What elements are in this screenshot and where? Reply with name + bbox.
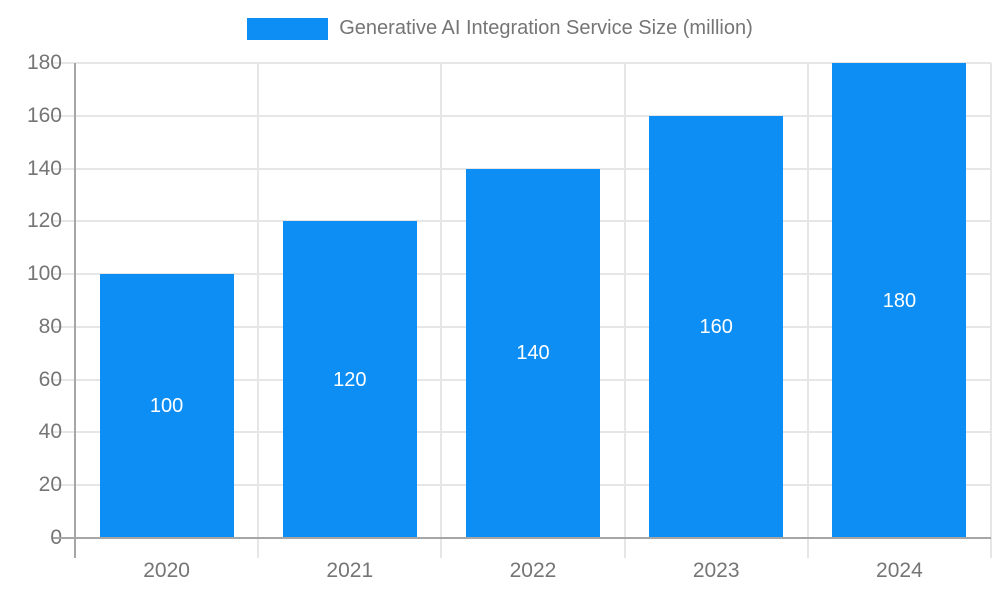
bar-2024[interactable] <box>832 63 967 538</box>
y-axis-line <box>74 63 76 558</box>
gridline-vertical <box>990 63 992 558</box>
x-tick-label: 2024 <box>876 559 923 582</box>
bar-value-label: 160 <box>699 315 733 338</box>
bar-value-label: 180 <box>882 289 917 312</box>
bar-2023[interactable] <box>649 115 784 538</box>
bar-2020[interactable] <box>99 274 234 538</box>
gridline-vertical <box>257 63 260 558</box>
bar-value-label: 140 <box>516 342 550 365</box>
bar-value-label: 120 <box>333 368 367 391</box>
legend-swatch <box>247 17 329 40</box>
y-tick-label: 80 <box>38 314 62 338</box>
legend: Generative AI Integration Service Size (… <box>0 17 1000 40</box>
x-tick-label: 2023 <box>692 559 740 582</box>
gridline-horizontal <box>53 114 991 117</box>
plot-area: 100 120 140 160 180 <box>53 62 992 558</box>
y-tick-label: 100 <box>26 262 62 286</box>
y-tick-label: 20 <box>38 473 62 497</box>
y-tick-label: 40 <box>38 420 62 444</box>
y-tick-label: 180 <box>26 51 62 74</box>
y-tick-label: 120 <box>26 209 62 233</box>
y-tick-label: 140 <box>26 156 62 180</box>
gridline-vertical <box>440 63 443 558</box>
bar-value-label: 100 <box>149 395 184 418</box>
bar-2021[interactable] <box>282 221 417 538</box>
bar-2022[interactable] <box>466 168 600 538</box>
gridline-vertical <box>806 63 809 558</box>
x-tick-label: 2021 <box>326 559 374 582</box>
gridline-horizontal <box>53 167 991 170</box>
gridline-horizontal <box>53 62 991 64</box>
y-tick-label: 160 <box>26 103 62 127</box>
gridline-vertical <box>623 63 626 558</box>
x-tick-label: 2020 <box>143 559 190 582</box>
y-tick-label: 60 <box>38 367 62 391</box>
x-tick-label: 2022 <box>509 559 557 582</box>
legend-label: Generative AI Integration Service Size (… <box>339 17 753 39</box>
x-axis-line <box>53 537 991 539</box>
